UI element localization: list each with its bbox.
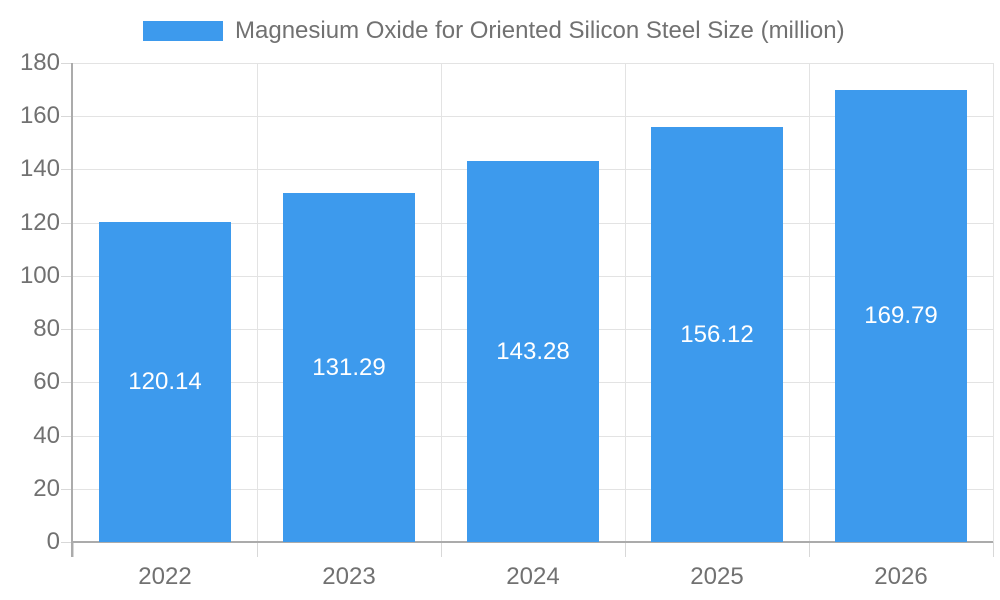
gridline-vertical — [257, 63, 258, 542]
y-axis-label: 20 — [33, 474, 60, 502]
y-axis-line — [71, 63, 73, 557]
y-axis-tick — [61, 63, 73, 64]
x-axis-label: 2026 — [874, 563, 928, 590]
y-axis-label: 80 — [33, 315, 60, 343]
gridline-vertical — [625, 63, 626, 542]
y-axis-label: 100 — [19, 261, 60, 289]
bar: 156.12 — [651, 127, 783, 542]
gridline-vertical — [809, 63, 810, 542]
x-axis-tick — [809, 542, 810, 557]
bar-value-label: 169.79 — [864, 302, 938, 329]
y-axis-tick — [61, 222, 73, 224]
bar: 169.79 — [835, 90, 967, 542]
y-axis-label: 60 — [33, 368, 60, 396]
x-axis-tick — [257, 542, 258, 557]
legend-label: Magnesium Oxide for Oriented Silicon Ste… — [235, 17, 845, 44]
bar: 143.28 — [467, 161, 599, 542]
x-axis-label: 2023 — [322, 563, 376, 590]
bar-value-label: 156.12 — [680, 320, 754, 348]
legend-item[interactable]: Magnesium Oxide for Oriented Silicon Ste… — [143, 17, 845, 45]
gridline-horizontal — [73, 116, 993, 118]
x-axis-label: 2022 — [138, 563, 192, 590]
x-axis-line — [73, 541, 993, 543]
x-axis-tick — [993, 542, 994, 557]
bar: 120.14 — [99, 222, 231, 542]
y-axis-tick — [61, 382, 73, 384]
gridline-vertical — [441, 63, 442, 542]
gridline-vertical — [993, 63, 994, 542]
y-axis-label: 0 — [46, 528, 60, 555]
y-axis-tick — [61, 275, 73, 277]
legend-swatch — [143, 21, 223, 41]
y-axis-tick — [61, 169, 73, 171]
x-axis-tick — [73, 542, 74, 557]
y-axis-label: 120 — [19, 208, 60, 236]
gridline-horizontal — [73, 63, 993, 64]
bar: 131.29 — [283, 193, 415, 542]
x-axis-label: 2025 — [690, 563, 744, 590]
x-axis-label: 2024 — [506, 563, 560, 590]
bar-value-label: 143.28 — [496, 337, 570, 365]
y-axis-label: 160 — [19, 102, 60, 130]
y-axis-label: 180 — [19, 49, 60, 76]
y-axis-label: 140 — [19, 155, 60, 183]
y-axis-label: 40 — [33, 421, 60, 449]
y-axis-tick — [61, 542, 73, 543]
y-axis-tick — [61, 329, 73, 331]
x-axis-tick — [625, 542, 626, 557]
y-axis-tick — [61, 116, 73, 118]
bar-value-label: 120.14 — [128, 368, 202, 395]
bar-value-label: 131.29 — [312, 353, 386, 381]
y-axis-tick — [61, 488, 73, 490]
x-axis-tick — [441, 542, 442, 557]
y-axis-tick — [61, 435, 73, 437]
plot-area: 0 20 40 60 80 100 120 140 160 180 120.14 2022 131.29… — [20, 49, 994, 590]
